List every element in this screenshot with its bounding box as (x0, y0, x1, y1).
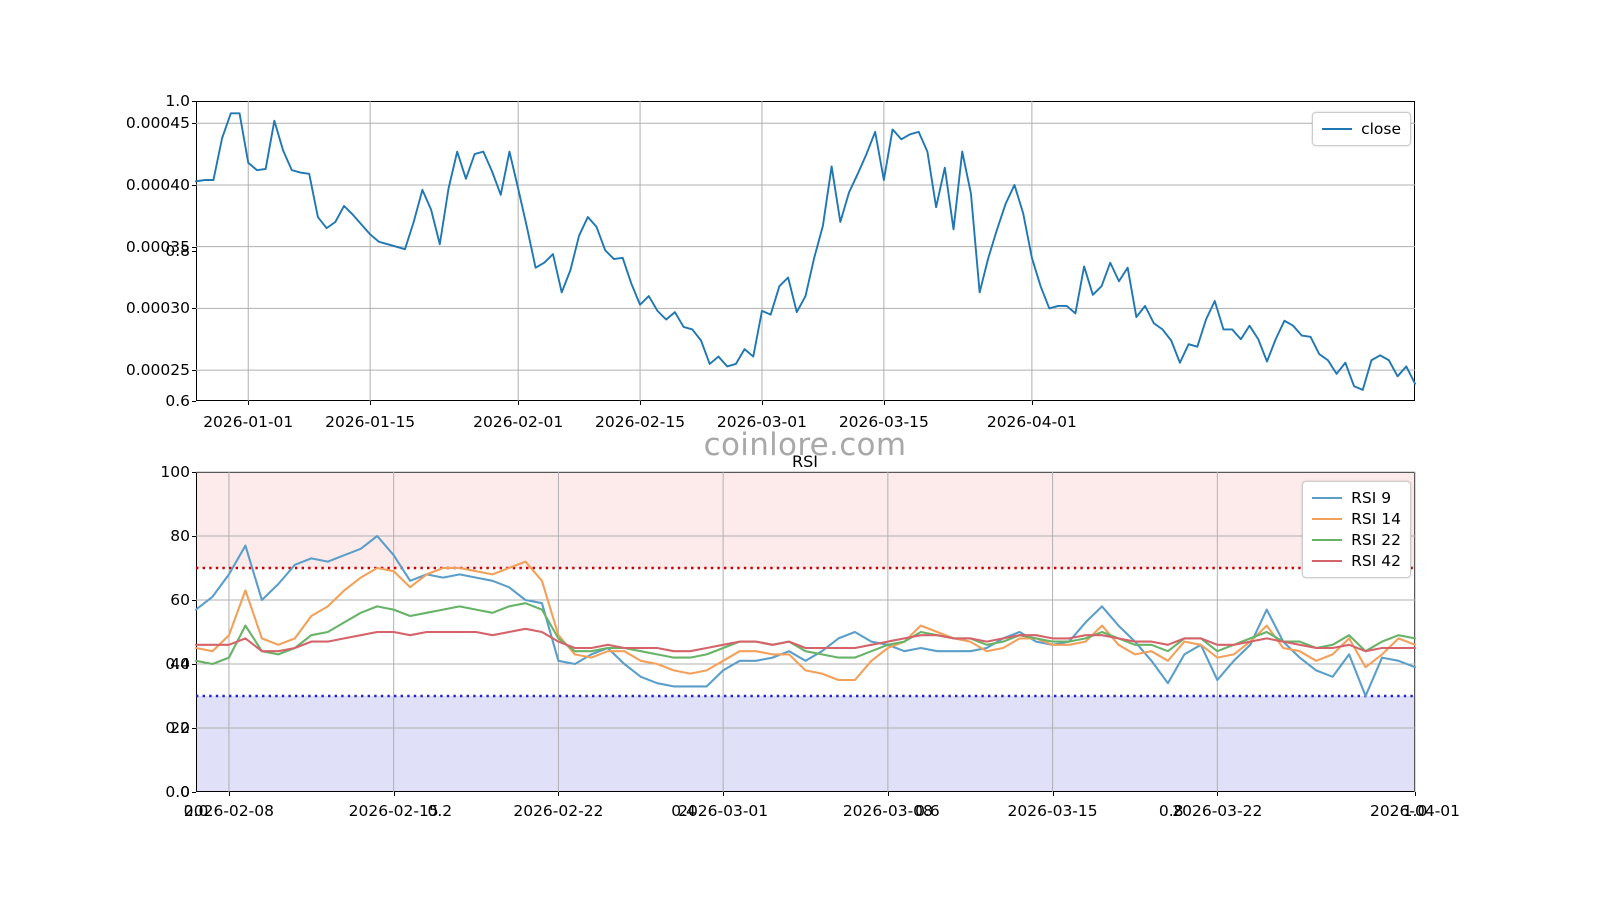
price-y-overlay-tick-mark (192, 101, 196, 102)
rsi-x-tick-mark (1415, 792, 1416, 796)
price-x-tick-mark (761, 401, 763, 405)
rsi-line-plot (194, 471, 1417, 792)
rsi-y-tick-mark (192, 536, 196, 537)
price-y-overlay-tick-label: 0.6 (165, 392, 190, 410)
rsi-legend-label: RSI 22 (1351, 530, 1401, 549)
legend-line-swatch-icon (1312, 538, 1343, 541)
rsi-x-tick-label: 2026-03-15 (1007, 802, 1098, 820)
rsi-y-overlay-tick-mark (192, 792, 196, 793)
rsi-x-tick-mark (393, 792, 395, 796)
rsi-x-overlay-tick-label: 0.8 (1158, 802, 1184, 820)
price-legend-label: close (1361, 119, 1401, 138)
price-x-tick-label: 2026-01-01 (203, 413, 294, 431)
rsi-x-tick-label: 2026-03-22 (1172, 802, 1263, 820)
rsi-x-tick-mark (723, 792, 725, 796)
rsi-x-tick-label: 2026-02-22 (513, 802, 604, 820)
price-y-tick-mark (192, 308, 196, 310)
rsi-legend-item[interactable]: RSI 42 (1312, 550, 1401, 571)
rsi-x-tick-label: 2026-02-15 (348, 802, 439, 820)
rsi-chart-axes: RSI 9 RSI 14 RSI 22 RSI 42 (194, 471, 1417, 792)
price-x-tick-mark (518, 401, 520, 405)
price-x-tick-mark (640, 401, 642, 405)
rsi-y-overlay-tick-label: 0.4 (165, 655, 190, 673)
price-x-tick-mark (248, 401, 250, 405)
rsi-legend-item[interactable]: RSI 9 (1312, 487, 1401, 508)
price-x-tick-mark (370, 401, 372, 405)
rsi-legend-label: RSI 42 (1351, 551, 1401, 570)
price-y-overlay-tick-label: 1.0 (165, 92, 190, 110)
rsi-x-tick-mark (1052, 792, 1054, 796)
price-y-tick-mark (192, 123, 196, 125)
price-y-tick-label: 0.00035 (125, 237, 190, 256)
rsi-x-overlay-tick-label: 0.0 (183, 802, 209, 820)
rsi-y-tick-mark (192, 472, 196, 473)
rsi-legend-item[interactable]: RSI 22 (1312, 529, 1401, 550)
price-x-tick-label: 2026-04-01 (986, 413, 1077, 431)
rsi-series-line (194, 560, 1417, 682)
price-x-tick-label: 2026-03-01 (716, 413, 807, 431)
price-x-tick-label: 2026-02-01 (473, 413, 564, 431)
price-y-tick-label: 0.00040 (125, 175, 190, 194)
rsi-y-overlay-tick-mark (192, 664, 196, 665)
price-x-tick-label: 2026-01-15 (325, 413, 416, 431)
price-y-overlay-tick-mark (192, 251, 196, 252)
price-legend[interactable]: close (1312, 112, 1411, 146)
overbought-band (196, 472, 1415, 568)
rsi-legend[interactable]: RSI 9 RSI 14 RSI 22 RSI 42 (1302, 481, 1411, 578)
rsi-x-tick-mark (887, 792, 889, 796)
legend-line-swatch-icon (1312, 559, 1343, 562)
price-y-overlay-tick-mark (192, 401, 196, 402)
rsi-y-tick-mark (192, 600, 196, 601)
watermark: coinlore.com (703, 427, 907, 463)
rsi-y-tick-label: 0 (180, 783, 190, 801)
rsi-x-tick-mark (1217, 792, 1219, 796)
rsi-y-tick-label: 20 (170, 719, 190, 737)
rsi-y-tick-label: 80 (170, 527, 190, 545)
rsi-x-overlay-tick-label: 0.2 (427, 802, 453, 820)
price-x-tick-label: 2026-03-15 (838, 413, 929, 431)
oversold-band (196, 696, 1415, 792)
rsi-x-tick-mark (558, 792, 560, 796)
rsi-x-tick-label: 2026-03-08 (842, 802, 933, 820)
rsi-x-overlay-tick-label: 1.0 (1402, 802, 1428, 820)
price-y-tick-mark (192, 246, 196, 248)
rsi-legend-label: RSI 14 (1351, 509, 1401, 528)
rsi-x-overlay-tick-label: 0.4 (671, 802, 696, 820)
rsi-y-tick-label: 60 (170, 591, 190, 609)
rsi-y-tick-label: 40 (170, 655, 190, 673)
price-y-overlay-tick-label: 0.8 (165, 242, 190, 260)
rsi-legend-item[interactable]: RSI 14 (1312, 508, 1401, 529)
price-x-tick-label: 2026-02-15 (595, 413, 686, 431)
price-y-tick-mark (192, 184, 196, 186)
rsi-series-line (194, 627, 1417, 653)
price-y-tick-label: 0.00045 (125, 114, 190, 133)
price-y-tick-mark (192, 370, 196, 372)
legend-line-swatch-icon (1312, 517, 1343, 520)
legend-line-swatch-icon (1322, 127, 1353, 130)
rsi-y-overlay-tick-label: 0.0 (165, 783, 190, 801)
price-line-plot (195, 101, 1416, 401)
rsi-legend-label: RSI 9 (1351, 488, 1392, 507)
price-chart-axes: close (195, 101, 1416, 401)
rsi-x-tick-label: 2026-03-01 (678, 802, 769, 820)
price-x-tick-mark (1031, 401, 1033, 405)
legend-line-swatch-icon (1312, 496, 1343, 499)
rsi-series-line (194, 534, 1417, 698)
rsi-x-tick-label: 2026-04-01 (1369, 802, 1461, 820)
price-x-tick-mark (883, 401, 885, 405)
rsi-x-tick-label: 2026-02-08 (183, 802, 274, 820)
rsi-y-overlay-tick-label: 0.2 (165, 719, 190, 737)
price-y-tick-label: 0.00025 (125, 361, 190, 380)
rsi-y-tick-label: 100 (160, 463, 190, 481)
rsi-chart-title: RSI (792, 452, 818, 471)
price-legend-item[interactable]: close (1322, 118, 1401, 139)
rsi-y-overlay-tick-mark (192, 728, 196, 729)
price-y-tick-label: 0.00030 (125, 299, 190, 318)
rsi-x-tick-mark (228, 792, 230, 796)
rsi-series-line (194, 602, 1417, 666)
rsi-x-overlay-tick-label: 0.6 (915, 802, 940, 820)
